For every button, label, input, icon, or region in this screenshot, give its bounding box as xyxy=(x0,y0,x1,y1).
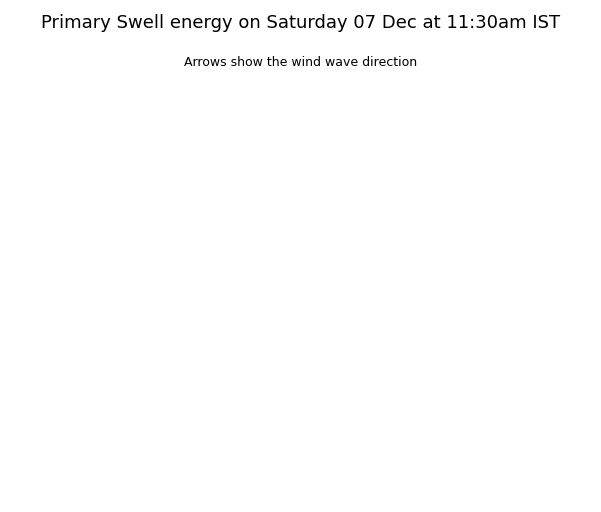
Text: Arrows show the wind wave direction: Arrows show the wind wave direction xyxy=(184,56,417,69)
Text: Primary Swell energy on Saturday 07 Dec at 11:30am IST: Primary Swell energy on Saturday 07 Dec … xyxy=(41,14,560,32)
